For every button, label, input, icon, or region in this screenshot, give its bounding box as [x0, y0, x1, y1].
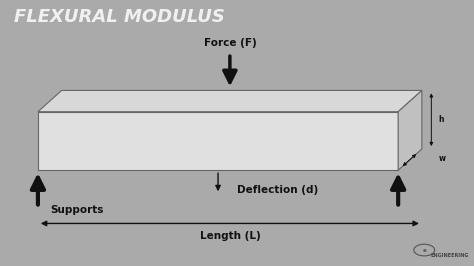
Text: ENGINEERING: ENGINEERING	[431, 253, 469, 258]
Text: w: w	[438, 154, 446, 163]
Text: Deflection (d): Deflection (d)	[237, 185, 318, 195]
Polygon shape	[398, 90, 422, 170]
Text: FLEXURAL MODULUS: FLEXURAL MODULUS	[14, 8, 225, 26]
Text: h: h	[438, 115, 444, 124]
Text: Supports: Supports	[50, 205, 103, 215]
Polygon shape	[38, 112, 398, 170]
Text: e: e	[422, 248, 426, 252]
Polygon shape	[38, 90, 422, 112]
Text: Force (F): Force (F)	[203, 38, 256, 48]
Text: Length (L): Length (L)	[200, 231, 260, 242]
